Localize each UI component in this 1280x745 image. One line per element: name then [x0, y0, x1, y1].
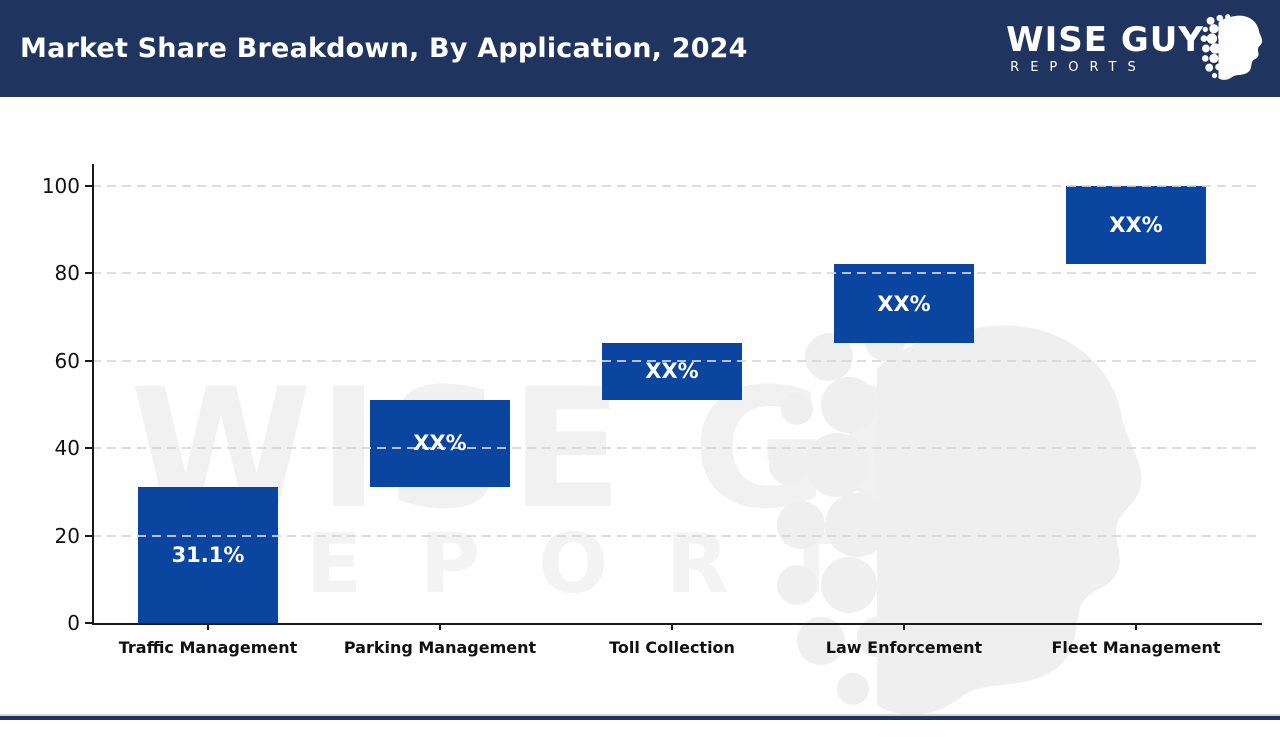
y-tick-mark	[85, 534, 92, 537]
bar-value-label: XX%	[877, 291, 931, 316]
y-axis-line	[92, 164, 94, 625]
y-tick-mark	[85, 622, 92, 624]
x-tick-label-law-enforcement: Law Enforcement	[825, 638, 983, 657]
y-tick-label-60: 60	[54, 348, 80, 373]
x-tick-label-toll-collection: Toll Collection	[609, 638, 735, 657]
y-tick-mark	[85, 184, 92, 187]
x-tick-label-fleet-management: Fleet Management	[1051, 638, 1221, 657]
page-title: Market Share Breakdown, By Application, …	[20, 33, 748, 64]
y-tick-label-0: 0	[67, 611, 80, 635]
bar-value-label: 31.1%	[171, 542, 245, 567]
logo-subtext: REPORTS	[1010, 59, 1147, 75]
y-tick-label-100: 100	[41, 173, 80, 198]
y-tick-label-40: 40	[54, 436, 80, 460]
y-tick-mark	[85, 359, 92, 362]
plot-area: 31.1% XX% XX% XX% XX%	[92, 164, 1262, 625]
bar-fleet-management	[1066, 185, 1206, 265]
x-axis-line	[92, 623, 1262, 625]
x-tick-mark	[1135, 623, 1137, 630]
gridline-80	[92, 272, 1262, 274]
y-tick-mark	[85, 447, 92, 449]
y-tick-label-80: 80	[54, 261, 80, 285]
gridline-60	[92, 359, 1262, 362]
header-banner: Market Share Breakdown, By Application, …	[0, 0, 1280, 97]
bottom-accent-bar	[0, 716, 1280, 720]
bottom-divider	[0, 714, 1280, 716]
bar-traffic-management	[138, 486, 278, 623]
bar-value-label: XX%	[413, 431, 467, 456]
x-tick-mark	[439, 623, 441, 630]
gridline-20	[92, 534, 1262, 537]
bar-law-enforcement	[834, 264, 974, 343]
x-tick-label-parking-management: Parking Management	[343, 638, 537, 657]
bar-parking-management	[370, 399, 510, 487]
bar-toll-collection	[602, 343, 742, 400]
gridline-40	[92, 447, 1262, 449]
logo-face-icon	[1200, 12, 1266, 85]
bar-value-label: XX%	[645, 359, 699, 384]
x-tick-mark	[903, 623, 905, 630]
x-tick-mark	[207, 623, 209, 630]
y-tick-mark	[85, 272, 92, 274]
report-page: Market Share Breakdown, By Application, …	[0, 0, 1280, 720]
chart-area: WISE GUY REPORTS 31.1% XX% XX% XX% XX% 0 20 40…	[0, 97, 1280, 714]
x-tick-mark	[671, 623, 673, 630]
y-tick-label-20: 20	[54, 523, 80, 548]
gridline-100	[92, 184, 1262, 187]
x-tick-label-traffic-management: Traffic Management	[118, 638, 298, 657]
logo-wordmark: WISE GUY	[1006, 19, 1204, 60]
wise-guy-logo: WISE GUY REPORTS	[1006, 12, 1266, 85]
bar-value-label: XX%	[1109, 212, 1163, 237]
